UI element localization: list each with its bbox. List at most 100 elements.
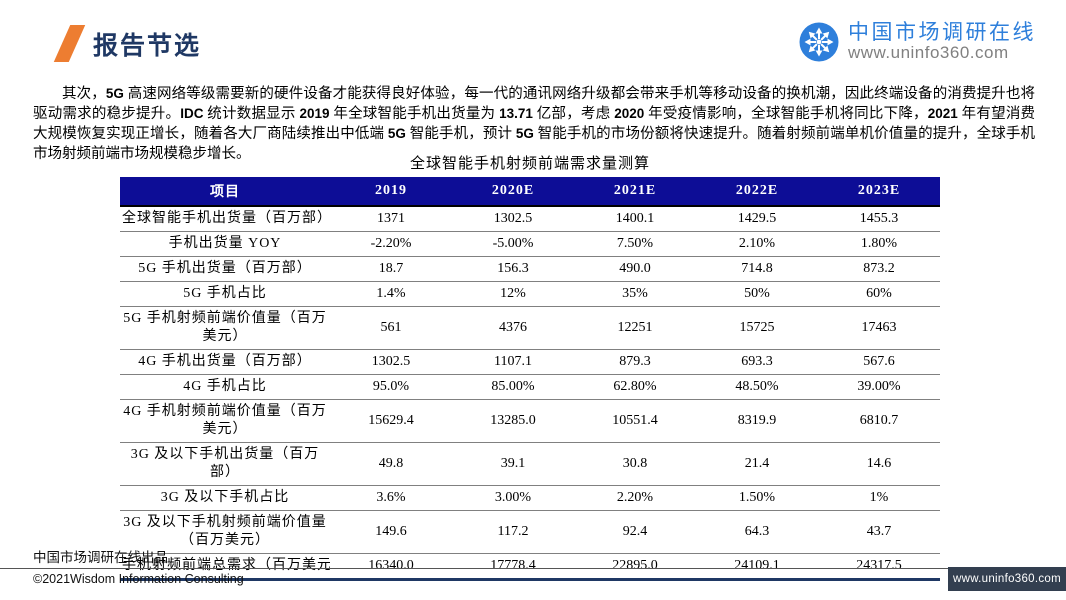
column-header: 2019 [330, 177, 452, 207]
row-value: 2.10% [696, 231, 818, 257]
row-value: 1455.3 [818, 206, 940, 232]
table-row: 5G 手机射频前端价值量（百万美元） 561 4376 12251 15725 17463 [120, 306, 940, 350]
table-row: 全球智能手机出货量（百万部） 1371 1302.5 1400.1 1429.5 1455… [120, 206, 940, 232]
row-value: -5.00% [452, 231, 574, 257]
copyright-text: ©2021Wisdom Information Consulting [33, 572, 244, 586]
row-value: 15725 [696, 306, 818, 350]
row-value: 117.2 [452, 510, 574, 554]
row-value: 693.3 [696, 349, 818, 375]
row-label: 手机射频前端总需求（百万美元） [120, 553, 330, 581]
brand-text: 中国市场调研在线 www.uninfo360.com [848, 21, 1036, 63]
row-value: 3.6% [330, 485, 452, 511]
row-value: 1107.1 [452, 349, 574, 375]
column-header: 2022E [696, 177, 818, 207]
row-label: 手机出货量 YOY [120, 231, 330, 257]
row-value: 7.50% [574, 231, 696, 257]
row-value: 64.3 [696, 510, 818, 554]
row-value: 1.4% [330, 281, 452, 307]
row-value: 12251 [574, 306, 696, 350]
column-header: 2023E [818, 177, 940, 207]
row-value: 92.4 [574, 510, 696, 554]
page-header: 报告节选 [53, 25, 202, 62]
row-value: 60% [818, 281, 940, 307]
data-table: 项目 2019 2020E 2021E 2022E 2023E 全球智能手机出货量（百万部… [120, 177, 940, 581]
table-section: 全球智能手机射频前端需求量测算 项目 2019 2020E 2021E 2022E 202… [120, 152, 940, 581]
row-value: 39.00% [818, 374, 940, 400]
row-value: 39.1 [452, 442, 574, 486]
row-value: 21.4 [696, 442, 818, 486]
row-value: 85.00% [452, 374, 574, 400]
column-header: 项目 [120, 177, 330, 207]
snowflake-logo-icon [799, 22, 839, 62]
row-value: 1.50% [696, 485, 818, 511]
row-value: 873.2 [818, 256, 940, 282]
row-label: 3G 及以下手机占比 [120, 485, 330, 511]
table-row: 手机出货量 YOY -2.20% -5.00% 7.50% 2.10% 1.80% [120, 231, 940, 257]
row-value: 50% [696, 281, 818, 307]
row-value: 49.8 [330, 442, 452, 486]
row-value: 714.8 [696, 256, 818, 282]
row-value: 1371 [330, 206, 452, 232]
row-value: 2.20% [574, 485, 696, 511]
table-row: 4G 手机射频前端价值量（百万美元） 15629.4 13285.0 10551.4 8… [120, 399, 940, 443]
row-value: 15629.4 [330, 399, 452, 443]
row-value: 30.8 [574, 442, 696, 486]
page-title: 报告节选 [93, 31, 202, 60]
row-value: 17463 [818, 306, 940, 350]
row-label: 3G 及以下手机出货量（百万部） [120, 442, 330, 486]
row-value: 24317.5 [818, 553, 940, 581]
table-header-row: 项目 2019 2020E 2021E 2022E 2023E [120, 177, 940, 207]
row-value: 156.3 [452, 256, 574, 282]
row-value: 18.7 [330, 256, 452, 282]
row-value: 1% [818, 485, 940, 511]
orange-slash-decoration [53, 25, 86, 62]
row-value: 1302.5 [330, 349, 452, 375]
row-value: 8319.9 [696, 399, 818, 443]
row-value: 1429.5 [696, 206, 818, 232]
table-row: 5G 手机出货量（百万部） 18.7 156.3 490.0 714.8 873.2 [120, 256, 940, 282]
row-value: 1.80% [818, 231, 940, 257]
row-value: 149.6 [330, 510, 452, 554]
row-value: 22895.0 [574, 553, 696, 581]
table-row: 手机射频前端总需求（百万美元） 16340.0 17778.4 22895.0 2410… [120, 553, 940, 581]
row-label: 5G 手机占比 [120, 281, 330, 307]
row-value: 3.00% [452, 485, 574, 511]
row-value: 12% [452, 281, 574, 307]
table-row: 4G 手机占比 95.0% 85.00% 62.80% 48.50% 39.00% [120, 374, 940, 400]
producer-text: 中国市场调研在线出品 [33, 550, 168, 565]
table-row: 3G 及以下手机射频前端价值量（百万美元） 149.6 117.2 92.4 64.3 4… [120, 510, 940, 554]
row-label: 全球智能手机出货量（百万部） [120, 206, 331, 232]
row-value: 561 [330, 306, 452, 350]
table-row: 3G 及以下手机占比 3.6% 3.00% 2.20% 1.50% 1% [120, 485, 940, 511]
row-value: 24109.1 [696, 553, 818, 581]
row-label: 5G 手机射频前端价值量（百万美元） [120, 306, 330, 350]
row-value: -2.20% [330, 231, 452, 257]
row-value: 879.3 [574, 349, 696, 375]
row-value: 4376 [452, 306, 574, 350]
brand-logo: 中国市场调研在线 www.uninfo360.com [799, 21, 1036, 63]
row-label: 5G 手机出货量（百万部） [120, 256, 330, 282]
row-label: 4G 手机占比 [120, 374, 330, 400]
row-value: 17778.4 [452, 553, 574, 581]
row-value: 14.6 [818, 442, 940, 486]
row-label: 4G 手机出货量（百万部） [120, 349, 330, 375]
table-title: 全球智能手机射频前端需求量测算 [409, 156, 650, 172]
column-header: 2020E [452, 177, 574, 207]
body-paragraph: 其次，5G 高速网络等级需要新的硬件设备才能获得良好体验，每一代的通讯网络升级都… [33, 86, 1036, 162]
footer-url-badge: www.uninfo360.com [948, 567, 1066, 591]
brand-url: www.uninfo360.com [848, 43, 1009, 63]
row-value: 13285.0 [452, 399, 574, 443]
row-value: 95.0% [330, 374, 452, 400]
row-label: 4G 手机射频前端价值量（百万美元） [120, 399, 330, 443]
table-row: 3G 及以下手机出货量（百万部） 49.8 39.1 30.8 21.4 14.6 [120, 442, 940, 486]
table-row: 5G 手机占比 1.4% 12% 35% 50% 60% [120, 281, 940, 307]
row-value: 43.7 [818, 510, 940, 554]
row-value: 48.50% [696, 374, 818, 400]
row-value: 16340.0 [330, 553, 452, 581]
footer-divider [0, 568, 1066, 569]
row-label: 3G 及以下手机射频前端价值量（百万美元） [120, 510, 330, 554]
brand-name: 中国市场调研在线 [848, 21, 1036, 44]
row-value: 10551.4 [574, 399, 696, 443]
row-value: 1400.1 [574, 206, 696, 232]
